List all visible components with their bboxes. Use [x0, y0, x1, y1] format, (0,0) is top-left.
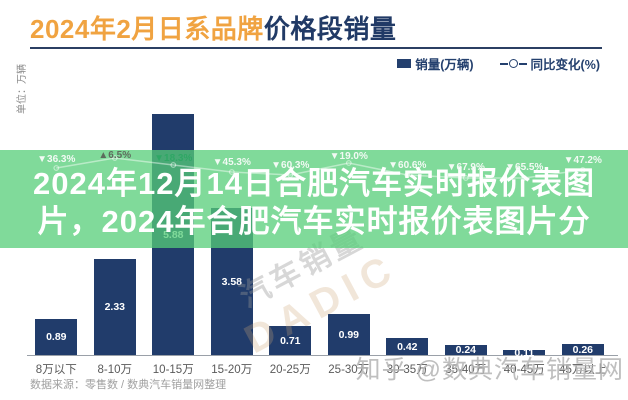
yoy-change-label: ▼60.6%: [388, 160, 427, 171]
x-axis-label: 25-30万: [328, 364, 370, 376]
bar-value-label: 0.26: [572, 343, 594, 356]
bottom-right-watermark: 知乎 @数典汽车销量网: [355, 356, 624, 384]
legend-item-yoy: 同比变化(%): [499, 54, 600, 73]
x-axis-label: 30-35万: [386, 364, 428, 376]
x-axis-label: 20-25万: [269, 364, 311, 376]
bar-value-label: 0.24: [455, 344, 477, 356]
yoy-change-label: ▼45.3%: [212, 157, 251, 168]
bar-value-label: 2.33: [104, 301, 126, 313]
title-divider: [30, 47, 602, 49]
yoy-change-label: ▲6.5%: [98, 150, 132, 161]
bar-value-label: 0.11: [514, 346, 535, 359]
yoy-change-label: ▼18.3%: [154, 153, 193, 164]
legend-sales-label: 销量(万辆): [415, 58, 474, 72]
yoy-change-label: ▼65.5%: [505, 162, 544, 173]
x-axis-label: 8万以下: [35, 364, 77, 376]
bar-20-25万: 0.71: [269, 326, 312, 355]
chart-title-highlight: 2024年2月日系品牌: [30, 14, 264, 44]
bar-8万以下: 0.89: [35, 319, 78, 355]
bar-value-label: 3.58: [221, 275, 243, 288]
line-series-marker-icon: [499, 59, 527, 68]
x-axis-label: 45万以上: [559, 364, 607, 376]
bar-35-40万: 0.24: [444, 344, 487, 356]
bar-value-label: 0.89: [46, 331, 67, 343]
bar-value-label: 0.42: [397, 340, 418, 353]
x-axis-label: 40-45万: [503, 364, 545, 376]
yoy-change-label: ▼36.3%: [37, 154, 76, 165]
bar-value-label: 0.71: [280, 334, 301, 347]
chart-title: 2024年2月日系品牌价格段销量: [30, 9, 396, 46]
x-axis-label: 35-40万: [445, 364, 487, 376]
bar-value-label: 0.99: [338, 328, 360, 341]
overlay-caption-line1: 2024年12月14日合肥汽车实时报价表图: [33, 166, 595, 201]
overlay-caption-line2: 片，2024年合肥汽车实时报价表图片分: [37, 204, 591, 239]
x-axis-line: [27, 355, 618, 356]
yoy-change-label: ▼67.9%: [446, 162, 485, 173]
legend: 销量(万辆) 同比变化(%): [397, 54, 600, 73]
bar-8-10万: 2.33: [93, 259, 136, 355]
x-axis-label: 8-10万: [97, 364, 133, 376]
bar-series-swatch-icon: [397, 59, 412, 68]
x-axis-label: 15-20万: [211, 364, 253, 376]
legend-item-sales: 销量(万辆): [397, 54, 474, 73]
yoy-change-label: ▼19.0%: [329, 151, 368, 162]
yoy-change-label: ▼47.2%: [563, 155, 602, 166]
chart-title-rest: 价格段销量: [263, 14, 397, 44]
legend-yoy-label: 同比变化(%): [530, 58, 600, 72]
bar-25-30万: 0.99: [327, 314, 370, 355]
bar-30-35万: 0.42: [386, 338, 429, 355]
x-axis-label: 10-15万: [152, 364, 194, 376]
bar-40-45万: 0.11: [503, 347, 546, 359]
green-overlay-band: [0, 150, 628, 248]
data-source-note: 数据来源：零售数 / 数典汽车销量网整理: [30, 379, 227, 391]
yoy-change-label: ▼60.3%: [271, 160, 310, 171]
bar-45万以上: 0.26: [561, 343, 604, 356]
